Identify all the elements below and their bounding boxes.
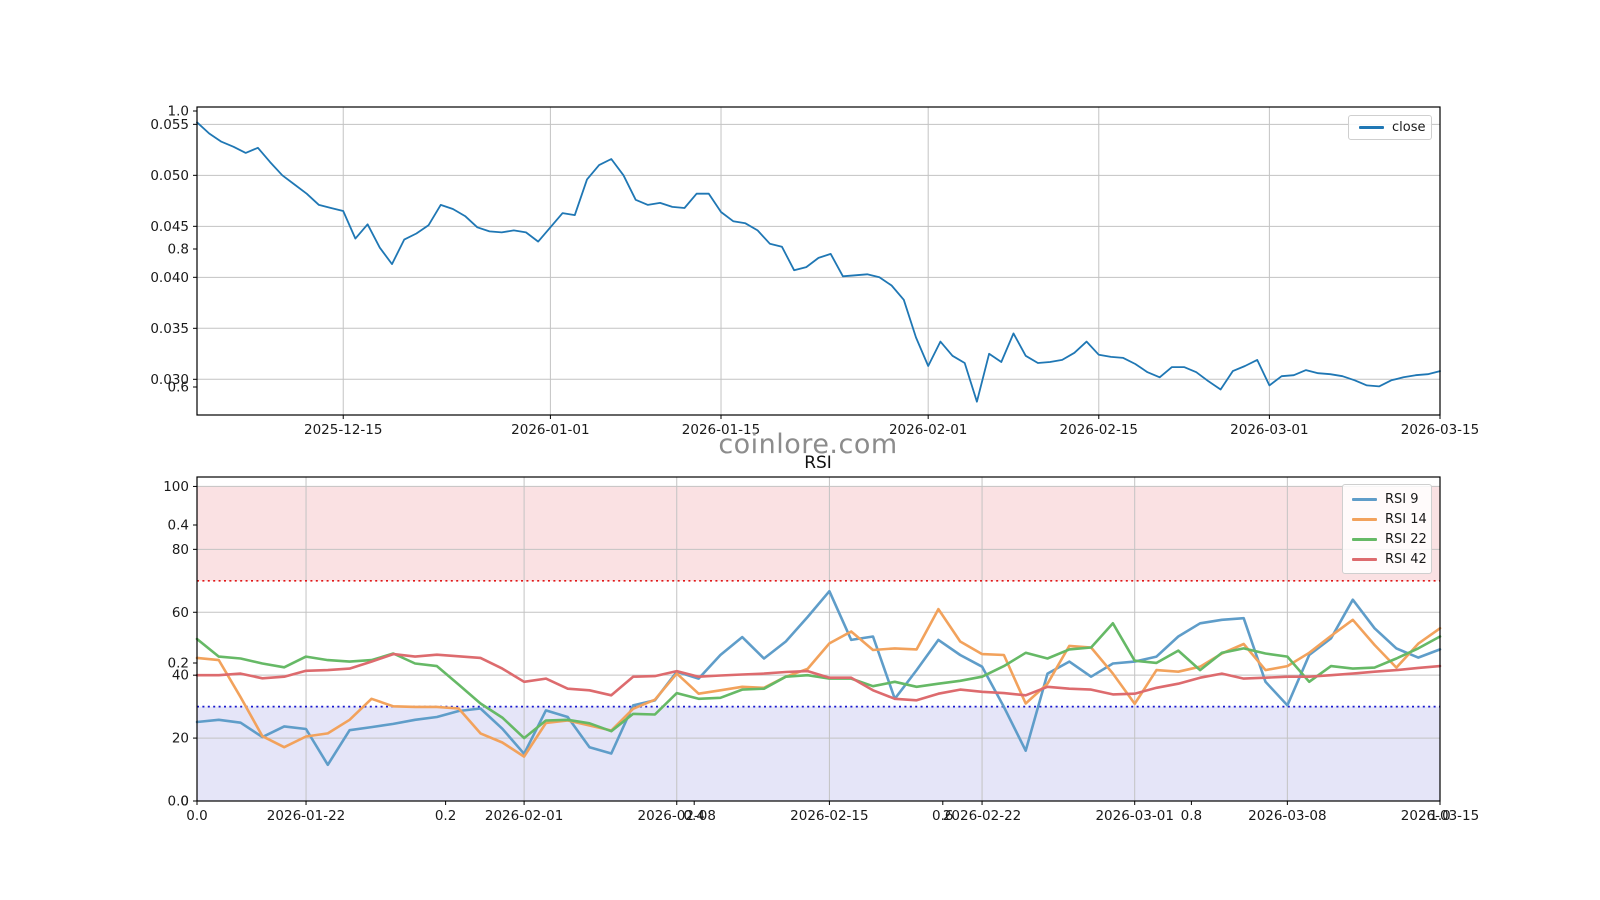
x-tick-label: 2026-03-01 (1095, 808, 1173, 824)
y-tick-label: 0.050 (150, 168, 189, 184)
close-line-swatch (1359, 126, 1384, 129)
watermark: coinlore.com (718, 429, 898, 460)
y-tick-label: 0.055 (150, 117, 189, 133)
y-tick-label: 0.035 (150, 321, 189, 337)
series-line-rsi-22 (195, 621, 1442, 740)
x-tick-label: 2026-03-08 (1248, 808, 1326, 824)
y-tick-label: 80 (172, 542, 189, 558)
overlay-y-tick-label: 0.4 (168, 518, 189, 534)
legend-rsi22-label: RSI 22 (1385, 531, 1427, 547)
overlay-x-tick-label: 0.6 (932, 808, 953, 824)
overlay-y-tick-label: 0.6 (168, 380, 189, 396)
overbought-band (197, 486, 1440, 581)
overlay-y-tick-label: 0.0 (168, 794, 189, 810)
x-tick-label: 2026-02-08 (638, 808, 716, 824)
x-tick-label: 2026-01-15 (682, 422, 760, 438)
x-tick-label: 2026-02-22 (943, 808, 1021, 824)
y-tick-label: 40 (172, 668, 189, 684)
x-tick-label: 2026-02-01 (889, 422, 967, 438)
y-tick-label: 60 (172, 605, 189, 621)
rsi-panel-title: RSI (804, 453, 832, 473)
x-tick-label: 2026-03-01 (1230, 422, 1308, 438)
y-tick-label: 20 (172, 731, 189, 747)
x-tick-label: 2025-12-15 (304, 422, 382, 438)
rsi9-line-swatch (1352, 497, 1377, 501)
legend-rsi: RSI 9 RSI 14 RSI 22 RSI 42 (1342, 484, 1432, 574)
overlay-x-tick-label: 0.2 (435, 808, 456, 824)
series-line-rsi-9 (195, 589, 1442, 767)
series-line-close (196, 121, 1441, 403)
legend-rsi14-label: RSI 14 (1385, 511, 1427, 527)
overlay-x-tick-label: 0.8 (1181, 808, 1202, 824)
legend-row-rsi14: RSI 14 (1352, 509, 1431, 529)
series-line-rsi-42 (195, 652, 1442, 702)
legend-row-rsi9: RSI 9 (1352, 489, 1431, 509)
legend-rsi42-label: RSI 42 (1385, 551, 1427, 567)
legend-row-rsi22: RSI 22 (1352, 529, 1431, 549)
overlay-x-tick-label: 0.4 (683, 808, 704, 824)
series-line-rsi-14 (195, 607, 1442, 758)
overlay-x-tick-label: 1.0 (1429, 808, 1450, 824)
x-tick-label: 2026-01-22 (267, 808, 345, 824)
x-tick-label: 2026-03-15 (1401, 422, 1479, 438)
rsi22-line-swatch (1352, 537, 1377, 541)
overlay-y-tick-label: 1.0 (168, 104, 189, 120)
x-tick-label: 2026-01-01 (511, 422, 589, 438)
y-tick-label: 0.045 (150, 219, 189, 235)
y-tick-label: 0 (180, 794, 189, 810)
rsi42-line-swatch (1352, 557, 1377, 561)
overlay-y-tick-label: 0.2 (168, 656, 189, 672)
axes-spines (196, 476, 1441, 802)
legend-rsi9-label: RSI 9 (1385, 491, 1419, 507)
y-tick-label: 0.040 (150, 270, 189, 286)
x-tick-label: 2026-02-15 (1060, 422, 1138, 438)
legend-close: close (1348, 115, 1432, 140)
y-tick-label: 100 (163, 479, 189, 495)
legend-close-label: close (1392, 120, 1426, 135)
x-tick-label: 2026-02-01 (485, 808, 563, 824)
x-tick-label: 2026-03-15 (1401, 808, 1479, 824)
oversold-band (197, 706, 1440, 801)
y-tick-label: 0.030 (150, 372, 189, 388)
overlay-x-tick-label: 0.0 (186, 808, 207, 824)
x-tick-label: 2026-02-15 (790, 808, 868, 824)
axes-spines (196, 106, 1441, 416)
overlay-y-tick-label: 0.8 (168, 242, 189, 258)
legend-row-rsi42: RSI 42 (1352, 549, 1431, 569)
rsi14-line-swatch (1352, 517, 1377, 521)
